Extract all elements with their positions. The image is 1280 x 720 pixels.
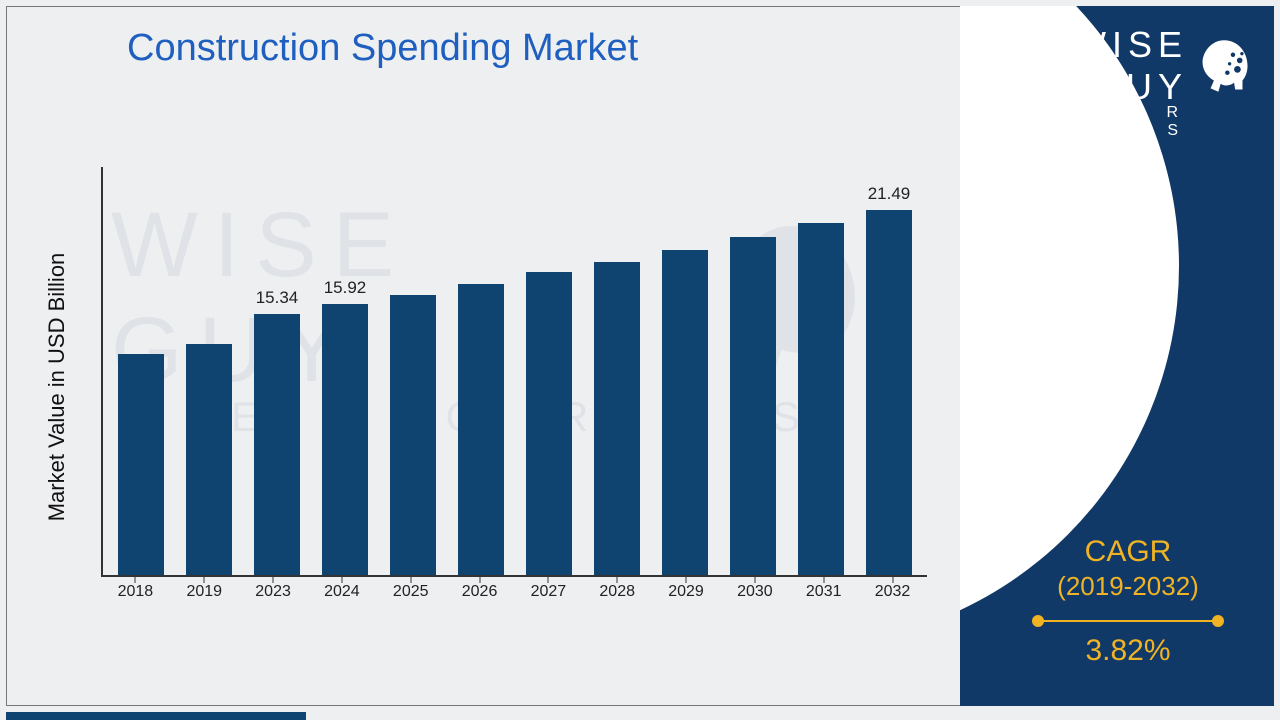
- bar: [662, 250, 708, 575]
- bar-slot: [175, 167, 243, 575]
- bottom-accent-strip: [6, 712, 306, 720]
- bar: [526, 272, 572, 575]
- bar: [594, 262, 640, 575]
- bar-slot: 15.34: [243, 167, 311, 575]
- x-tick: 2027: [514, 577, 583, 607]
- cagr-block: CAGR (2019-2032) 3.82%: [1008, 535, 1248, 668]
- bar-slot: [651, 167, 719, 575]
- page: Construction Spending Market WISE GUY R …: [0, 0, 1280, 720]
- bar: [730, 237, 776, 575]
- brand-logo: WISE GUY R E P O R T S: [972, 24, 1252, 140]
- x-tick: 2029: [652, 577, 721, 607]
- bar-slot: 21.49: [855, 167, 923, 575]
- bar-value-label: 15.92: [324, 278, 367, 298]
- chart-title: Construction Spending Market: [127, 27, 638, 70]
- bar: [798, 223, 844, 575]
- bar-slot: [379, 167, 447, 575]
- bar: [866, 210, 912, 575]
- bars-container: 15.34 15.92 21.49: [103, 167, 927, 575]
- bar: [322, 304, 368, 575]
- bar: [186, 344, 232, 575]
- bar-slot: [583, 167, 651, 575]
- cagr-value: 3.82%: [1008, 634, 1248, 668]
- bar-slot: [107, 167, 175, 575]
- plot-area: 15.34 15.92 21.49: [101, 167, 927, 577]
- bar-value-label: 15.34: [256, 288, 299, 308]
- bar-slot: [787, 167, 855, 575]
- x-tick: 2018: [101, 577, 170, 607]
- bar-slot: [515, 167, 583, 575]
- y-axis-label: Market Value in USD Billion: [44, 253, 70, 522]
- x-tick: 2026: [445, 577, 514, 607]
- x-tick: 2025: [376, 577, 445, 607]
- x-tick: 2032: [858, 577, 927, 607]
- bar: [390, 295, 436, 576]
- x-tick: 2030: [720, 577, 789, 607]
- cagr-years: (2019-2032): [1008, 571, 1248, 602]
- x-tick: 2019: [170, 577, 239, 607]
- x-ticks: 2018201920232024202520262027202820292030…: [101, 577, 927, 607]
- chart-area: WISE GUY R E P O R T S Market Value in U…: [57, 167, 927, 607]
- bar-slot: 15.92: [311, 167, 379, 575]
- cagr-divider: [1038, 620, 1218, 622]
- bar-slot: [719, 167, 787, 575]
- bar: [254, 314, 300, 575]
- right-panel: WISE GUY R E P O R T S CAGR (2019-2032) …: [960, 6, 1274, 706]
- x-tick: 2028: [583, 577, 652, 607]
- brand-sub: R E P O R T S: [972, 104, 1190, 140]
- bar-slot: [447, 167, 515, 575]
- bar: [458, 284, 504, 575]
- brand-main: WISE GUY: [972, 24, 1188, 108]
- bar-value-label: 21.49: [868, 184, 911, 204]
- brand-head-icon: [1196, 38, 1252, 94]
- bar: [118, 354, 164, 575]
- x-tick: 2023: [239, 577, 308, 607]
- cagr-label: CAGR: [1008, 535, 1248, 569]
- x-tick: 2024: [307, 577, 376, 607]
- x-tick: 2031: [789, 577, 858, 607]
